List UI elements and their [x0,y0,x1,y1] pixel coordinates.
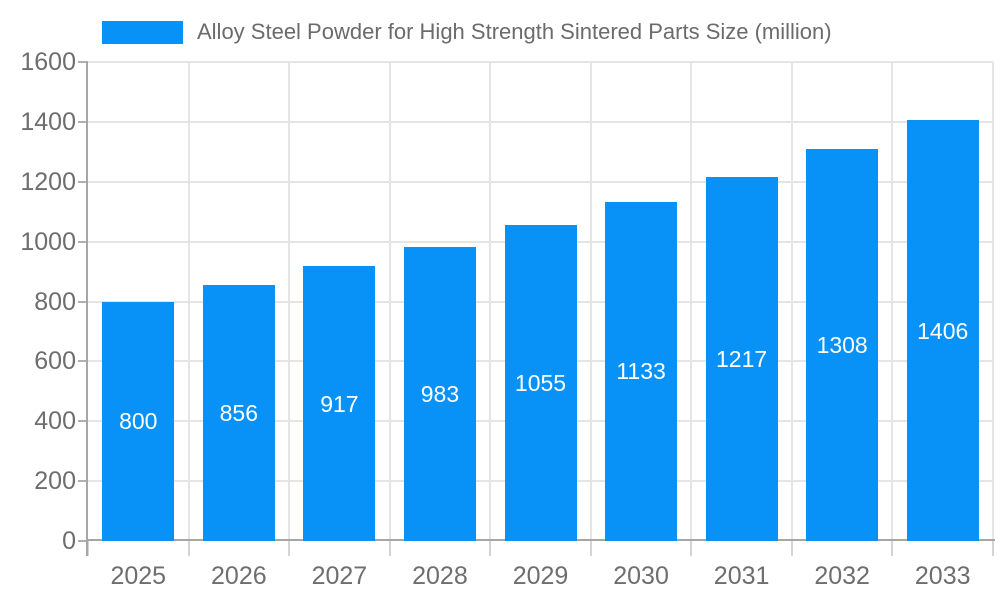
y-axis-tick-label: 1200 [20,167,76,196]
y-axis-tick-label: 0 [62,527,76,555]
bar[interactable]: 800 [102,301,175,541]
bar[interactable]: 1406 [906,120,979,541]
bar[interactable]: 983 [403,246,476,541]
y-axis-tick-label: 1000 [20,227,76,256]
bar-value-label: 1055 [514,370,567,397]
x-axis-tick [489,541,492,556]
bar-value-label: 917 [320,390,359,417]
legend-swatch [102,20,183,44]
legend-item[interactable]: Alloy Steel Powder for High Strength Sin… [102,18,832,46]
bar-value-label: 800 [119,408,158,435]
bar-value-label: 1308 [816,332,868,359]
y-axis-tick [78,180,88,183]
gridline-horizontal [88,180,993,183]
gridline-vertical [891,62,894,541]
x-axis-tick [87,541,89,556]
y-axis-tick-label: 1400 [20,107,76,136]
y-axis-tick-label: 200 [34,467,76,496]
gridline-vertical [187,62,190,541]
bar[interactable]: 1308 [806,149,879,541]
bar-value-label: 1406 [917,317,969,344]
y-axis-tick [78,300,88,303]
gridline-vertical [288,62,291,541]
bar[interactable]: 1133 [605,201,678,541]
x-axis-category-label: 2031 [713,562,770,590]
gridline-vertical [992,62,994,541]
gridline-horizontal [88,61,993,63]
y-axis-tick [78,420,88,423]
y-axis-tick [78,480,88,483]
x-axis-tick [288,541,291,556]
gridline-vertical [790,62,793,541]
gridline-vertical [589,62,592,541]
x-axis-category-label: 2026 [211,562,267,590]
x-axis-category-label: 2025 [110,562,167,590]
y-axis-tick-label: 600 [34,347,76,376]
bar[interactable]: 1217 [705,176,778,541]
x-axis-tick [891,541,894,556]
y-axis-tick [78,61,88,63]
bar[interactable]: 856 [202,284,275,541]
gridline-vertical [690,62,693,541]
bar-value-label: 1217 [716,345,768,372]
y-axis-tick [78,120,88,123]
x-axis-category-label: 2028 [412,562,468,590]
bar[interactable]: 917 [303,266,376,541]
gridline-vertical [388,62,391,541]
legend-label: Alloy Steel Powder for High Strength Sin… [197,19,832,44]
x-axis-tick [589,541,592,556]
y-axis-tick-label: 800 [34,287,76,316]
x-axis-category-label: 2033 [914,562,971,590]
y-axis-tick [78,240,88,243]
bar-value-label: 1133 [616,358,666,385]
x-axis-tick [992,541,994,556]
bar-value-label: 983 [420,380,460,407]
y-axis-tick [78,540,88,542]
y-axis-line [86,62,88,556]
bar-value-label: 856 [219,399,259,426]
gridline-horizontal [88,120,993,123]
x-axis-category-label: 2029 [512,562,569,590]
x-axis-tick [187,541,190,556]
x-axis-tick [388,541,391,556]
x-axis-category-label: 2027 [311,562,368,590]
x-axis-tick [790,541,793,556]
y-axis-tick [78,360,88,363]
bar[interactable]: 1055 [504,225,577,541]
y-axis-tick-label: 1600 [20,48,76,76]
x-axis-tick [690,541,693,556]
x-axis-category-label: 2030 [613,562,669,590]
y-axis-tick-label: 400 [34,407,76,436]
gridline-vertical [489,62,492,541]
x-axis-category-label: 2032 [814,562,870,590]
